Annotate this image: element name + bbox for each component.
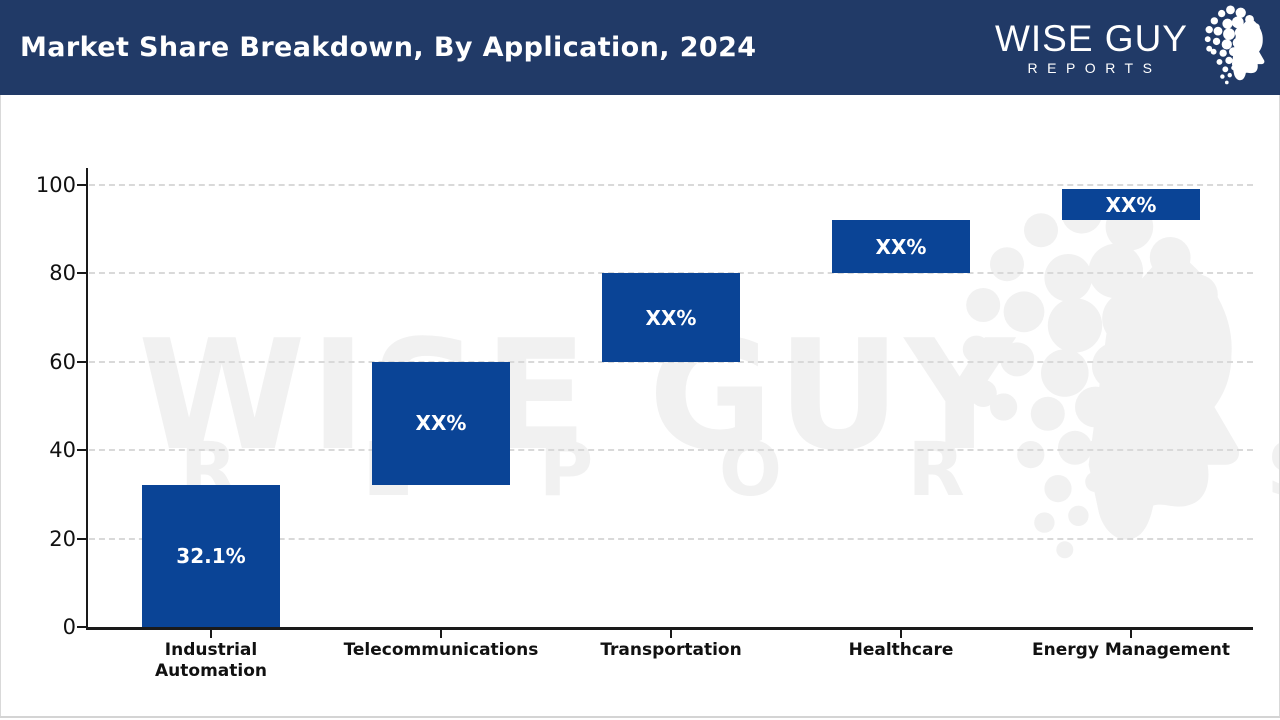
y-tick-label: 80 bbox=[49, 261, 76, 286]
x-axis-spine bbox=[86, 627, 1253, 630]
wise-guy-logo: WISE GUY REPORTS bbox=[995, 4, 1266, 92]
bar-value-label: XX% bbox=[415, 411, 467, 436]
y-tick-mark bbox=[77, 449, 86, 452]
y-tick-mark bbox=[77, 360, 86, 363]
logo-subtitle: REPORTS bbox=[1027, 60, 1162, 76]
bar-segment: XX% bbox=[832, 220, 970, 274]
y-tick-mark bbox=[77, 272, 86, 275]
y-tick-label: 20 bbox=[49, 526, 76, 551]
x-category-label: Healthcare bbox=[848, 640, 954, 660]
frame-border-left bbox=[0, 95, 1, 718]
y-tick-label: 0 bbox=[62, 615, 76, 639]
x-category-label: Industrial Automation bbox=[155, 640, 267, 681]
bar-value-label: XX% bbox=[875, 234, 927, 259]
bar-segment: XX% bbox=[602, 273, 740, 362]
gridline-60 bbox=[89, 360, 1253, 363]
gridline-20 bbox=[89, 537, 1253, 540]
header-bar: Market Share Breakdown, By Application, … bbox=[0, 0, 1280, 95]
x-tick-mark bbox=[900, 629, 902, 638]
x-category-label: Energy Management bbox=[1032, 640, 1230, 660]
x-tick-mark bbox=[440, 629, 442, 638]
y-tick-label: 100 bbox=[35, 173, 76, 197]
x-category-label: Transportation bbox=[600, 640, 742, 660]
bar-segment: XX% bbox=[1062, 189, 1200, 221]
logo-wordmark: WISE GUY bbox=[994, 18, 1188, 59]
logo-text: WISE GUY REPORTS bbox=[995, 20, 1188, 75]
y-tick-label: 40 bbox=[49, 438, 76, 463]
x-tick-mark bbox=[210, 629, 212, 638]
bar-segment: XX% bbox=[372, 361, 510, 486]
y-tick-mark bbox=[77, 184, 86, 186]
frame-border-bottom bbox=[0, 716, 1280, 718]
bar-value-label: XX% bbox=[1105, 192, 1157, 217]
chart-canvas: WISE GUY R E P O R T S bbox=[0, 95, 1280, 720]
x-tick-mark bbox=[670, 629, 672, 638]
y-axis-spine bbox=[86, 168, 88, 629]
y-tick-label: 60 bbox=[49, 349, 76, 374]
bar-value-label: XX% bbox=[645, 305, 697, 330]
gridline-40 bbox=[89, 449, 1253, 452]
bar-segment: 32.1% bbox=[142, 485, 280, 627]
y-tick-mark bbox=[77, 537, 86, 540]
x-tick-mark bbox=[1130, 629, 1132, 638]
watermark-wordmark: WISE GUY bbox=[138, 307, 1019, 484]
page-title: Market Share Breakdown, By Application, … bbox=[20, 32, 757, 63]
bar-value-label: 32.1% bbox=[176, 544, 246, 569]
dotted-head-icon bbox=[1204, 4, 1265, 84]
y-tick-mark bbox=[77, 626, 86, 628]
x-category-label: Telecommunications bbox=[343, 640, 539, 660]
gridline-100 bbox=[89, 184, 1253, 186]
watermark-head-icon bbox=[962, 192, 1240, 559]
